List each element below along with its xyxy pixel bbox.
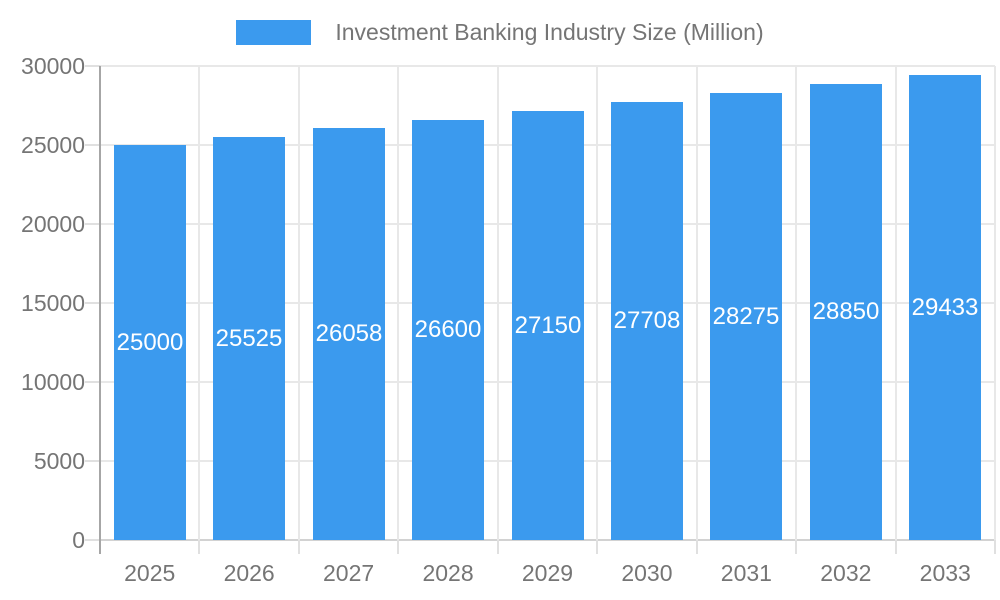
v-gridline xyxy=(397,66,399,540)
v-gridline xyxy=(198,66,200,540)
x-axis-tick xyxy=(596,540,598,554)
v-gridline xyxy=(298,66,300,540)
plot-area: 25000 2025 25525 2026 26058 2027 26600 2028 2715… xyxy=(85,65,996,586)
x-axis-tick xyxy=(895,540,897,554)
bar-2027[interactable]: 26058 xyxy=(313,128,385,540)
y-axis-tick xyxy=(85,223,100,225)
bar-value-label: 26058 xyxy=(315,320,383,347)
bar-2029[interactable]: 27150 xyxy=(512,111,584,540)
x-axis-label: 2029 xyxy=(521,560,574,586)
bar-2025[interactable]: 25000 xyxy=(114,145,186,540)
h-gridline xyxy=(100,65,995,67)
y-axis-tick xyxy=(85,539,100,541)
y-axis-tick xyxy=(85,65,100,67)
x-axis-tick xyxy=(497,540,499,554)
v-gridline xyxy=(994,66,996,540)
bar-value-label: 29433 xyxy=(911,293,979,321)
bar-2033[interactable]: 29433 xyxy=(909,75,981,540)
bar-2028[interactable]: 26600 xyxy=(412,120,484,540)
bar-value-label: 27708 xyxy=(613,307,681,334)
v-gridline xyxy=(696,66,698,540)
x-axis-tick xyxy=(696,540,698,554)
x-axis-label: 2030 xyxy=(621,560,673,586)
v-gridline xyxy=(497,66,499,540)
x-axis-label: 2033 xyxy=(919,560,971,586)
bar-value-label: 25000 xyxy=(116,328,184,356)
v-gridline xyxy=(795,66,797,540)
y-axis-tick xyxy=(85,144,100,146)
x-axis-label: 2031 xyxy=(720,560,772,586)
y-axis-tick xyxy=(85,381,100,383)
bar-value-label: 28275 xyxy=(712,302,780,330)
x-axis-tick xyxy=(397,540,399,554)
y-axis-tick xyxy=(85,302,100,304)
y-axis-label: 5000 xyxy=(33,448,85,474)
bar-2026[interactable]: 25525 xyxy=(213,137,285,540)
legend-item[interactable]: Investment Banking Industry Size (Millio… xyxy=(236,18,764,46)
bar-value-label: 26600 xyxy=(414,316,482,343)
x-axis-label: 2028 xyxy=(422,560,474,586)
v-gridline xyxy=(596,66,598,540)
legend-label: Investment Banking Industry Size (Millio… xyxy=(335,18,764,45)
bar-2032[interactable]: 28850 xyxy=(810,84,882,540)
y-axis-label: 0 xyxy=(72,527,85,553)
x-axis-tick xyxy=(795,540,797,554)
legend: Investment Banking Industry Size (Millio… xyxy=(0,18,1000,46)
x-axis-label: 2025 xyxy=(124,560,176,586)
x-axis-baseline xyxy=(100,539,995,541)
x-axis-label: 2032 xyxy=(820,560,872,586)
y-axis-label: 30000 xyxy=(21,53,85,79)
x-axis-tick xyxy=(198,540,200,554)
y-axis-label: 15000 xyxy=(21,290,85,316)
bar-value-label: 28850 xyxy=(812,298,880,325)
x-axis-label: 2026 xyxy=(223,560,275,586)
bar-value-label: 27150 xyxy=(514,311,582,339)
bar-2031[interactable]: 28275 xyxy=(710,93,782,540)
x-axis-tick xyxy=(298,540,300,554)
bar-value-label: 25525 xyxy=(215,324,283,352)
y-axis-label: 20000 xyxy=(21,211,85,237)
bar-2030[interactable]: 27708 xyxy=(611,102,683,540)
y-axis-label: 25000 xyxy=(21,132,85,158)
x-axis-tick xyxy=(994,540,996,554)
y-axis-tick xyxy=(85,460,100,462)
y-axis-label: 10000 xyxy=(21,369,85,395)
x-axis-label: 2027 xyxy=(323,560,375,586)
legend-color-swatch xyxy=(236,19,312,45)
v-gridline xyxy=(895,66,897,540)
y-axis-line xyxy=(99,66,101,554)
